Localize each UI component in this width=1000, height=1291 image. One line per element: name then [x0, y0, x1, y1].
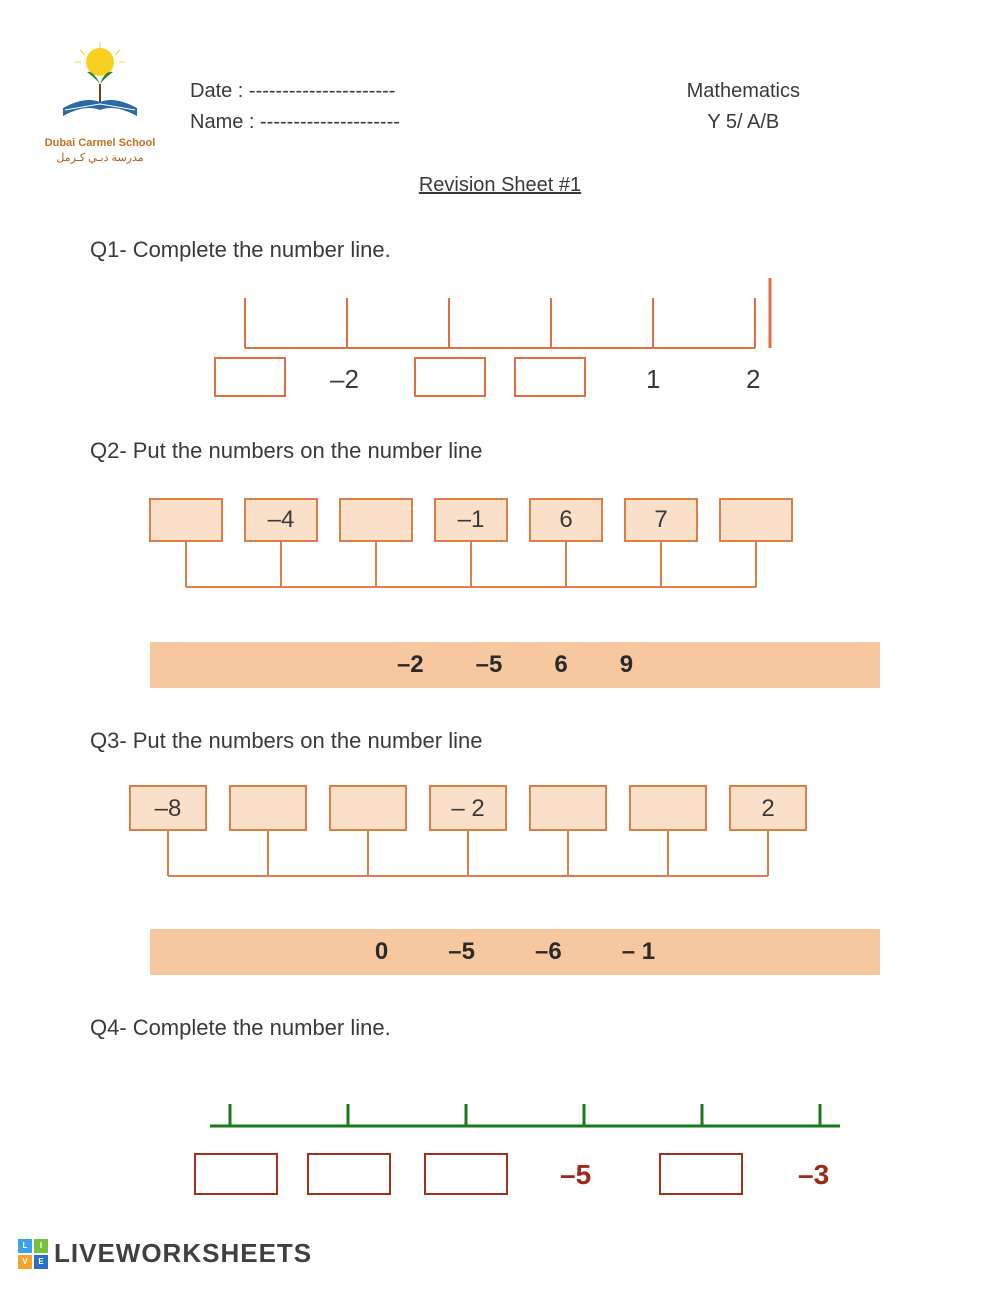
q3-pool-2[interactable]: –5	[448, 938, 475, 966]
q2-box-1[interactable]	[150, 499, 222, 541]
q3-box-2[interactable]	[230, 786, 306, 830]
footer-text: LIVEWORKSHEETS	[54, 1238, 312, 1269]
q3-pool-1[interactable]: 0	[375, 938, 388, 966]
q3: Q3- Put the numbers on the number line –…	[40, 728, 960, 975]
q2-box-7[interactable]	[720, 499, 792, 541]
q2-box-3[interactable]	[340, 499, 412, 541]
q4: Q4- Complete the number line. –5 –3	[40, 1015, 960, 1211]
q2-pool-3[interactable]: 6	[554, 651, 567, 679]
footer: L I V E LIVEWORKSHEETS	[18, 1238, 312, 1269]
date-field[interactable]: Date : ----------------------	[190, 80, 400, 103]
q3-text: Put the numbers on the number line	[133, 728, 483, 754]
q3-val-7: 2	[761, 795, 774, 822]
q2-pool: –2 –5 6 9	[150, 642, 880, 688]
q2-num: Q2-	[90, 438, 127, 464]
q3-val-1: –8	[155, 795, 182, 822]
left-info: Date : ---------------------- Name : ---…	[190, 80, 400, 164]
fb-e: E	[34, 1255, 48, 1269]
q2: Q2- Put the numbers on the number line –…	[40, 438, 960, 688]
q1-input-2[interactable]	[415, 358, 485, 396]
q3-box-6[interactable]	[630, 786, 706, 830]
q3-numberline: –8 – 2 2	[130, 786, 890, 901]
sheet-title: Revision Sheet #1	[40, 174, 960, 197]
q2-numberline: –4 –1 6 7	[150, 499, 890, 614]
q4-input-2[interactable]	[308, 1154, 390, 1194]
q4-row: Q4- Complete the number line.	[90, 1015, 960, 1041]
q2-text: Put the numbers on the number line	[133, 438, 483, 464]
q1-label-neg2: –2	[330, 364, 359, 394]
name-field[interactable]: Name : ---------------------	[190, 111, 400, 134]
subject-label: Mathematics	[687, 80, 800, 103]
q1-label-1: 1	[646, 364, 660, 394]
logo-column: Dubai Carmel School مدرسة دبـي كـرمل	[40, 40, 160, 164]
q1-text: Complete the number line.	[133, 237, 391, 263]
q1: Q1- Complete the number line. –2 1 2	[40, 237, 960, 398]
q3-pool-4[interactable]: – 1	[622, 938, 655, 966]
q4-numberline: –5 –3	[200, 1086, 860, 1211]
q2-pool-2[interactable]: –5	[476, 651, 503, 679]
q2-val-2: –4	[268, 506, 295, 533]
fb-v: V	[18, 1255, 32, 1269]
q2-val-4: –1	[458, 506, 485, 533]
q3-val-4: – 2	[451, 795, 484, 822]
q2-val-6: 7	[654, 506, 667, 533]
q4-text: Complete the number line.	[133, 1015, 391, 1041]
right-info: Mathematics Y 5/ A/B	[687, 80, 960, 164]
q2-val-5: 6	[559, 506, 572, 533]
info-column: Date : ---------------------- Name : ---…	[190, 40, 960, 164]
q3-box-5[interactable]	[530, 786, 606, 830]
q3-row: Q3- Put the numbers on the number line	[90, 728, 960, 754]
q1-label-2: 2	[746, 364, 760, 394]
q1-numberline: –2 1 2	[230, 278, 760, 398]
page: Dubai Carmel School مدرسة دبـي كـرمل Dat…	[0, 0, 1000, 1211]
q3-num: Q3-	[90, 728, 127, 754]
q1-num: Q1-	[90, 237, 127, 263]
q4-label-neg5: –5	[560, 1159, 591, 1190]
footer-logo-icon: L I V E	[18, 1239, 48, 1269]
school-name-ar: مدرسة دبـي كـرمل	[40, 151, 160, 164]
fb-i: I	[34, 1239, 48, 1253]
q4-label-neg3: –3	[798, 1159, 829, 1190]
school-name-en: Dubai Carmel School	[40, 137, 160, 149]
q2-row: Q2- Put the numbers on the number line	[90, 438, 960, 464]
q3-box-3[interactable]	[330, 786, 406, 830]
q1-row: Q1- Complete the number line.	[90, 237, 960, 263]
year-label: Y 5/ A/B	[687, 111, 800, 134]
q4-input-3[interactable]	[425, 1154, 507, 1194]
q1-input-3[interactable]	[515, 358, 585, 396]
q2-pool-4[interactable]: 9	[620, 651, 633, 679]
q2-pool-1[interactable]: –2	[397, 651, 424, 679]
q4-input-4[interactable]	[660, 1154, 742, 1194]
q1-input-1[interactable]	[215, 358, 285, 396]
q4-num: Q4-	[90, 1015, 127, 1041]
q3-pool-3[interactable]: –6	[535, 938, 562, 966]
q4-input-1[interactable]	[195, 1154, 277, 1194]
header: Dubai Carmel School مدرسة دبـي كـرمل Dat…	[40, 40, 960, 164]
fb-l: L	[18, 1239, 32, 1253]
school-logo-icon	[45, 40, 155, 130]
q3-pool: 0 –5 –6 – 1	[150, 929, 880, 975]
